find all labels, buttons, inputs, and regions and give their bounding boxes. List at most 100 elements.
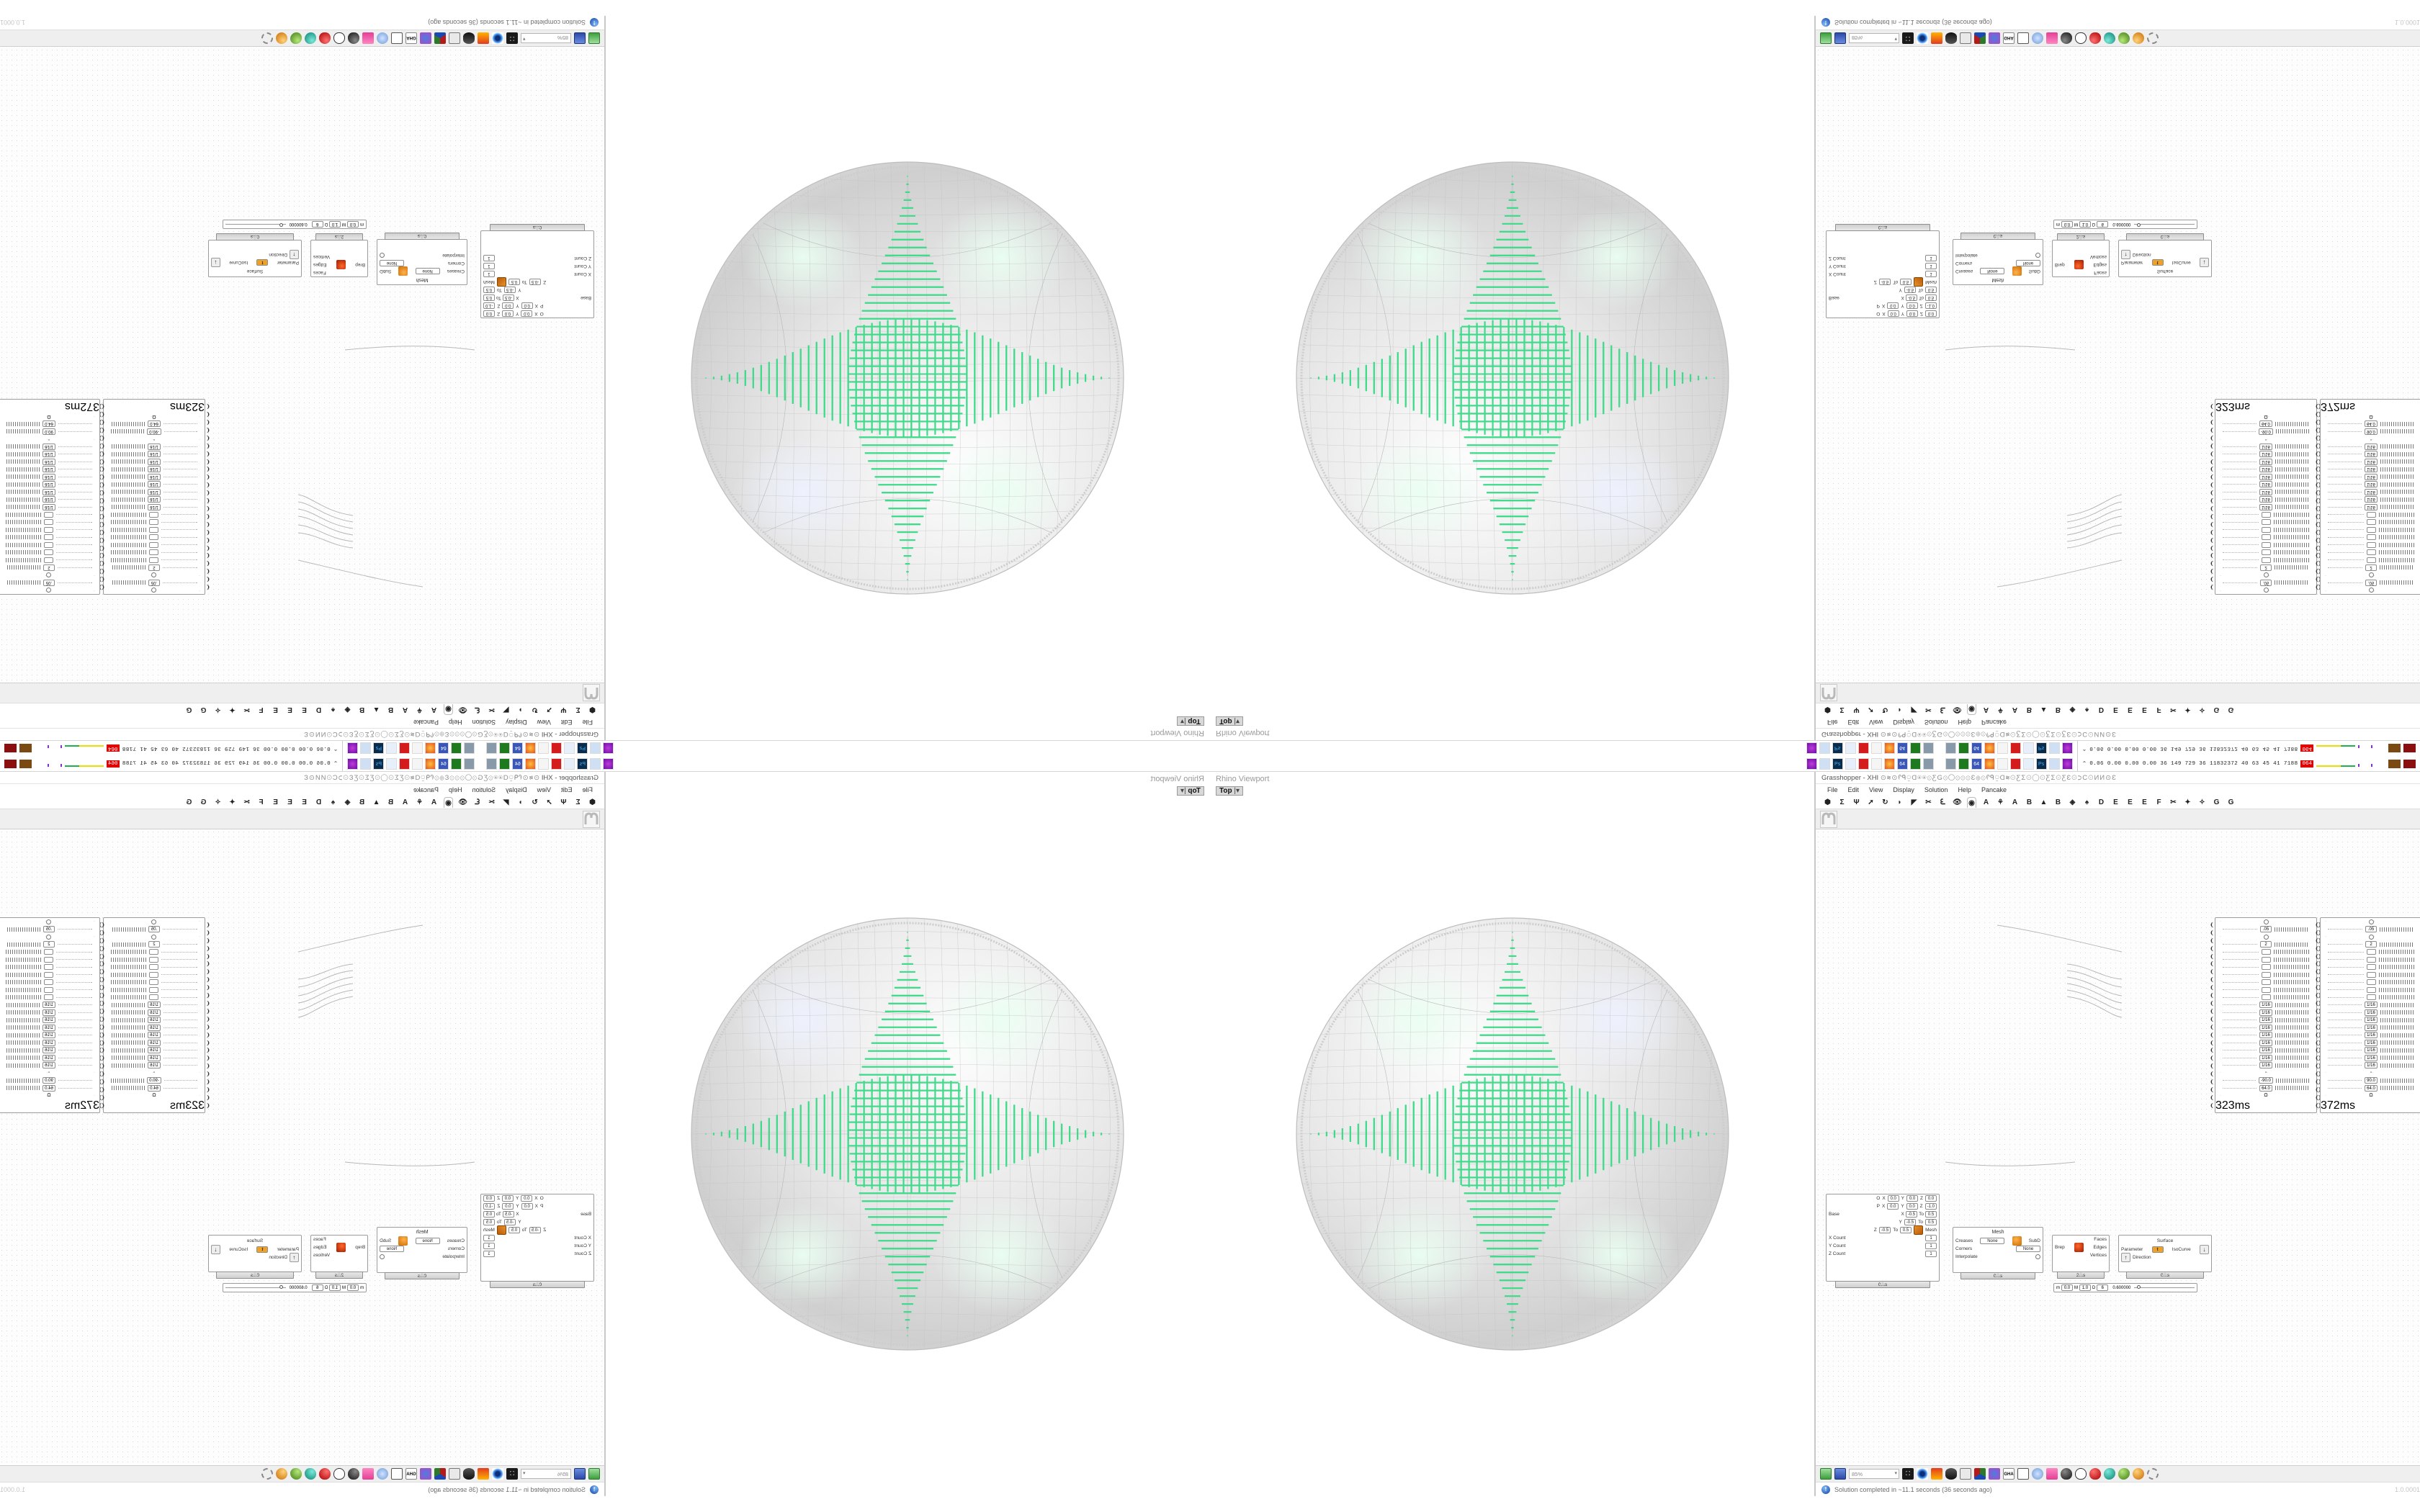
mat-orange-icon[interactable] <box>2133 32 2144 44</box>
param-field[interactable]: 1/16 <box>148 1024 161 1031</box>
grasshopper-canvas[interactable]: O X 0.0 Y 0.0 Z 0.0 P X 0.0 Y 0.0 Z -1.0 <box>0 829 604 1465</box>
preview-eye-icon[interactable] <box>1917 1468 1928 1480</box>
param-row[interactable]: 1/16 <box>0 451 99 459</box>
floppy-64-icon[interactable]: 64 <box>512 742 524 755</box>
param-row[interactable]: · · <box>2321 933 2420 941</box>
open-file-icon[interactable] <box>1820 32 1832 44</box>
shade-red-icon[interactable] <box>319 1468 331 1480</box>
mat-orange-icon[interactable] <box>276 1468 287 1480</box>
param-field[interactable]: 1/16 <box>148 1047 161 1054</box>
tab-19[interactable]: D <box>2098 706 2105 714</box>
param-row[interactable]: 1/16 <box>2321 488 2420 496</box>
rhino-viewport-panel[interactable]: Rhino Viewport Top |▾ <box>605 772 1210 1496</box>
owl-app-icon[interactable] <box>1806 742 1817 755</box>
param-row[interactable]: · · <box>2321 918 2420 926</box>
tab-28[interactable]: G <box>186 706 192 714</box>
param-field[interactable]: 1/16 <box>42 458 55 465</box>
photoshop-icon[interactable]: Ps <box>1832 742 1843 755</box>
viewport-view-selector[interactable]: Top |▾ <box>1216 786 1243 796</box>
grasshopper-window[interactable]: Grasshopper - XHI ⊙⩬⊙ᠻᑫ⍜Ɑ⍟⍟⊙ƸG⊙◯⊙⊙⊙Ɛ⊕⊙ᠻᑫ… <box>0 16 605 740</box>
param-row[interactable]: 1/16 <box>104 1024 205 1032</box>
creases-field[interactable]: None <box>415 268 440 274</box>
tab-6[interactable]: ◤ <box>1911 706 1917 714</box>
tab-4[interactable]: ↻ <box>532 798 538 806</box>
param-field[interactable]: 1/16 <box>2259 1024 2272 1031</box>
arrow-up-icon[interactable]: ↑ <box>2121 1253 2130 1262</box>
param-field[interactable]: 2 <box>2365 941 2377 948</box>
param-field[interactable]: 1/16 <box>2259 1002 2272 1009</box>
param-field[interactable]: 1/16 <box>2259 496 2272 503</box>
param-field[interactable]: 1/16 <box>148 458 161 465</box>
recompute-icon[interactable] <box>420 32 431 44</box>
tab-26[interactable]: ✧ <box>2199 706 2205 714</box>
tab-8[interactable]: ᘍ <box>1940 798 1946 806</box>
owl-app-icon[interactable] <box>603 757 614 770</box>
menu-item-edit[interactable]: Edit <box>560 719 573 726</box>
param-ports-l[interactable]: ❨ ❨ ❨ ❨ ❨ ❨ ❨ ❨ ❨ ❨ ❨ ❨ ❨ ❨ ❨ ❨ ❨ ❨ ❨ ❨ ❨ ❨ ❨ ❨ <box>205 921 210 1109</box>
taskbar[interactable]: Ps 64 64 Ps ⌃ 0.06 0.00 0.00 0.00 36 149 72… <box>1210 756 2420 772</box>
tab-8[interactable]: ᘍ <box>474 706 480 714</box>
param-knob[interactable] <box>2368 572 2374 578</box>
domain-y-min[interactable]: -0.5 <box>503 287 516 293</box>
grasshopper-icon[interactable] <box>1996 742 2008 755</box>
tab-21[interactable]: E <box>287 798 292 806</box>
param-field[interactable]: 1/16 <box>2365 1024 2378 1031</box>
preview-eye-icon[interactable] <box>492 32 503 44</box>
shade-red-icon[interactable] <box>2089 1468 2101 1480</box>
origin-z-field[interactable]: 0.0 <box>1925 1195 1937 1202</box>
param-row[interactable]: 1/16 <box>104 481 205 489</box>
param-row[interactable]: · Ω · <box>2215 413 2316 420</box>
mat-orange-icon[interactable] <box>2133 1468 2144 1480</box>
photoshop-icon[interactable]: Ps <box>2035 742 2047 755</box>
rhino-viewport-panel[interactable]: Rhino Viewport Top |▾ <box>605 16 1210 740</box>
domain-x-min[interactable]: -0.5 <box>502 1211 515 1218</box>
param-row[interactable]: -90.0 <box>2215 428 2316 436</box>
param-knob[interactable] <box>2368 919 2374 924</box>
tab-5[interactable]: ◗ <box>518 706 523 714</box>
recompute-icon[interactable] <box>1989 1468 2000 1480</box>
menu-item-file[interactable]: File <box>582 719 593 726</box>
param-row[interactable]: 1/16 <box>2215 443 2316 451</box>
param-knob[interactable] <box>46 934 52 940</box>
mat-green-icon[interactable] <box>290 1468 302 1480</box>
tab-27[interactable]: G <box>2213 798 2220 806</box>
param-field[interactable]: 1/16 <box>148 473 161 480</box>
window-icon[interactable] <box>564 742 575 755</box>
tab-26[interactable]: ✧ <box>2199 798 2205 806</box>
param-field[interactable]: .05 <box>43 579 55 586</box>
tab-4[interactable]: ↻ <box>1882 706 1888 714</box>
menu-item-edit[interactable]: Edit <box>560 786 573 793</box>
slider-min-field[interactable]: 0.0 <box>347 1284 359 1291</box>
x-count-field[interactable]: 1 <box>483 1235 495 1241</box>
tab-18[interactable]: ♠ <box>331 798 336 806</box>
domain-x-max[interactable]: 0.5 <box>1925 1211 1937 1218</box>
grasshopper-icon[interactable] <box>1870 742 1882 755</box>
param-row[interactable]: 1/16 <box>2321 458 2420 466</box>
param-row[interactable]: · Ω · <box>104 1092 205 1100</box>
param-row[interactable]: 1/16 <box>2215 1024 2316 1032</box>
param-row[interactable]: 2 <box>2321 941 2420 949</box>
param-field[interactable]: 1/16 <box>148 481 161 488</box>
param-field[interactable]: 64.0 <box>148 1084 161 1092</box>
param-field[interactable]: 64.0 <box>42 420 55 428</box>
param-row[interactable]: 64.0 <box>2321 420 2420 428</box>
magnifier-icon[interactable] <box>2032 1468 2043 1480</box>
slider-max-field[interactable]: 1.0 <box>2079 1284 2091 1291</box>
corners-field[interactable]: None <box>380 260 404 266</box>
screen-icon[interactable] <box>486 742 498 755</box>
param-field[interactable]: 1/16 <box>2365 443 2378 450</box>
param-stack-b[interactable]: · · .05 · · 2 1/16 1/16 1/16 1/16 1/16 1/16 1/16 1/16… <box>0 399 105 595</box>
tab-25[interactable]: ✦ <box>2184 706 2191 714</box>
param-row[interactable] <box>0 511 99 519</box>
tab-0[interactable]: ⬢ <box>1824 706 1831 714</box>
param-field[interactable]: 1/16 <box>148 488 161 495</box>
tab-23[interactable]: F <box>2156 706 2161 714</box>
param-row[interactable]: · · <box>0 572 99 580</box>
tab-0[interactable]: ⬢ <box>589 706 596 714</box>
fit-view-icon[interactable]: ⛶ <box>506 32 518 44</box>
creases-field[interactable]: None <box>1980 268 2005 274</box>
menu-item-solution[interactable]: Solution <box>1924 719 1948 726</box>
param-row[interactable]: 1/16 <box>104 1032 205 1040</box>
recompute-icon[interactable] <box>1989 32 2000 44</box>
terminal-green-icon[interactable] <box>1958 757 1969 770</box>
